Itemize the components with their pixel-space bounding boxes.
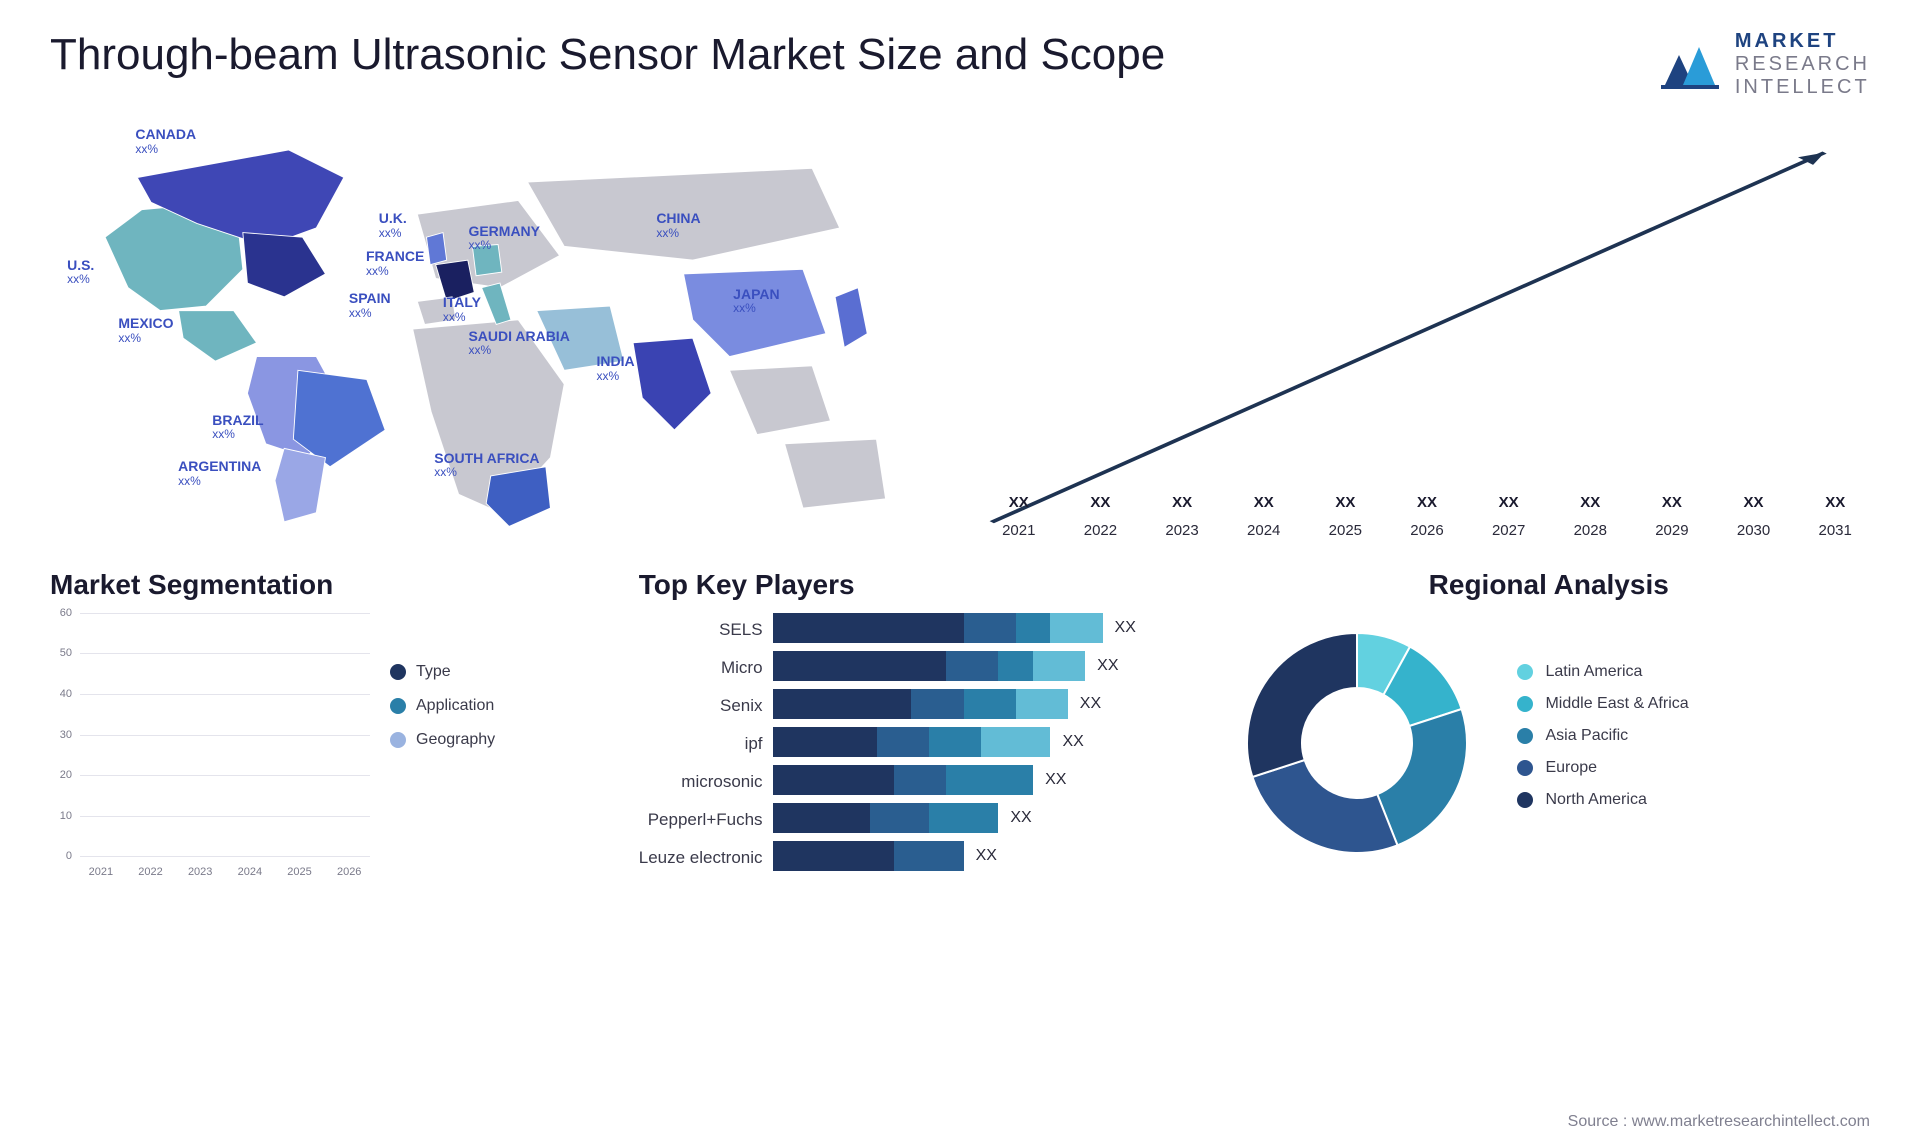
donut-legend-item: Middle East & Africa <box>1517 695 1688 713</box>
player-bar-row: XX <box>773 613 1198 643</box>
donut-legend: Latin America Middle East & Africa Asia Pa… <box>1517 663 1688 823</box>
player-bar-row: XX <box>773 727 1198 757</box>
donut-chart <box>1227 613 1487 873</box>
player-label: microsonic <box>681 767 762 797</box>
seg-legend-item: Type <box>390 663 495 681</box>
growth-chart-panel: XXXXXXXXXXXXXXXXXXXXXX 20212022202320242… <box>944 119 1870 539</box>
player-label: ipf <box>745 729 763 759</box>
player-bar-row: XX <box>773 689 1198 719</box>
player-bar-row: XX <box>773 765 1198 795</box>
growth-chart: XXXXXXXXXXXXXXXXXXXXXX 20212022202320242… <box>984 119 1870 539</box>
header: Through-beam Ultrasonic Sensor Market Si… <box>50 30 1870 99</box>
segmentation-title: Market Segmentation <box>50 569 609 601</box>
map-label: FRANCExx% <box>366 249 424 278</box>
regional-title: Regional Analysis <box>1227 569 1870 601</box>
map-label: GERMANYxx% <box>468 224 540 253</box>
map-label: ARGENTINAxx% <box>178 459 261 488</box>
logo-text: MARKET RESEARCH INTELLECT <box>1735 30 1870 99</box>
player-bar-row: XX <box>773 841 1198 871</box>
key-players-panel: Top Key Players SELS Micro Senix ipf microso… <box>639 569 1198 878</box>
players-bars: XX XX XX XX XX XX XX <box>773 613 1198 873</box>
donut-legend-item: Latin America <box>1517 663 1688 681</box>
map-label: INDIAxx% <box>597 354 635 383</box>
player-label: SELS <box>719 615 762 645</box>
player-bar-row: XX <box>773 651 1198 681</box>
player-label: Pepperl+Fuchs <box>648 805 763 835</box>
player-label: Leuze electronic <box>639 843 763 873</box>
map-label: U.S.xx% <box>67 258 94 287</box>
players-labels: SELS Micro Senix ipf microsonic Pepperl+Fuchs… <box>639 613 763 873</box>
bottom-row: Market Segmentation 0102030405060 202120… <box>50 569 1870 878</box>
seg-legend-item: Application <box>390 697 495 715</box>
seg-y-axis: 0102030405060 <box>50 613 76 856</box>
source-attribution: Source : www.marketresearchintellect.com <box>1568 1113 1870 1131</box>
map-label: CHINAxx% <box>656 211 700 240</box>
map-label: SPAINxx% <box>349 291 391 320</box>
donut-legend-item: Asia Pacific <box>1517 727 1688 745</box>
map-label: SOUTH AFRICAxx% <box>434 451 539 480</box>
donut-legend-item: Europe <box>1517 759 1688 777</box>
player-bar-row: XX <box>773 803 1198 833</box>
segmentation-chart: 0102030405060 202120222023202420252026 <box>50 613 370 878</box>
map-label: JAPANxx% <box>733 287 779 316</box>
map-label: BRAZILxx% <box>212 413 263 442</box>
player-label: Micro <box>721 653 763 683</box>
growth-bars: XXXXXXXXXXXXXXXXXXXXXX <box>984 139 1870 515</box>
map-label: CANADAxx% <box>135 127 196 156</box>
seg-legend-item: Geography <box>390 731 495 749</box>
top-row: CANADAxx% U.S.xx% MEXICOxx% BRAZILxx% ARGENT… <box>50 119 1870 539</box>
players-title: Top Key Players <box>639 569 1198 601</box>
map-label: ITALYxx% <box>443 295 481 324</box>
regional-panel: Regional Analysis Latin America Middle Ea… <box>1227 569 1870 878</box>
map-label: U.K.xx% <box>379 211 407 240</box>
world-map-panel: CANADAxx% U.S.xx% MEXICOxx% BRAZILxx% ARGENT… <box>50 119 904 539</box>
growth-x-axis: 2021202220232024202520262027202820292030… <box>984 522 1870 539</box>
seg-x-axis: 202120222023202420252026 <box>80 866 370 878</box>
segmentation-panel: Market Segmentation 0102030405060 202120… <box>50 569 609 878</box>
segmentation-legend: Type Application Geography <box>390 663 495 765</box>
page-title: Through-beam Ultrasonic Sensor Market Si… <box>50 30 1165 80</box>
map-label: SAUDI ARABIAxx% <box>468 329 569 358</box>
map-label: MEXICOxx% <box>118 316 173 345</box>
seg-bars <box>80 613 370 856</box>
brand-logo: MARKET RESEARCH INTELLECT <box>1657 30 1870 99</box>
donut-legend-item: North America <box>1517 791 1688 809</box>
player-label: Senix <box>720 691 763 721</box>
logo-icon <box>1657 37 1723 93</box>
